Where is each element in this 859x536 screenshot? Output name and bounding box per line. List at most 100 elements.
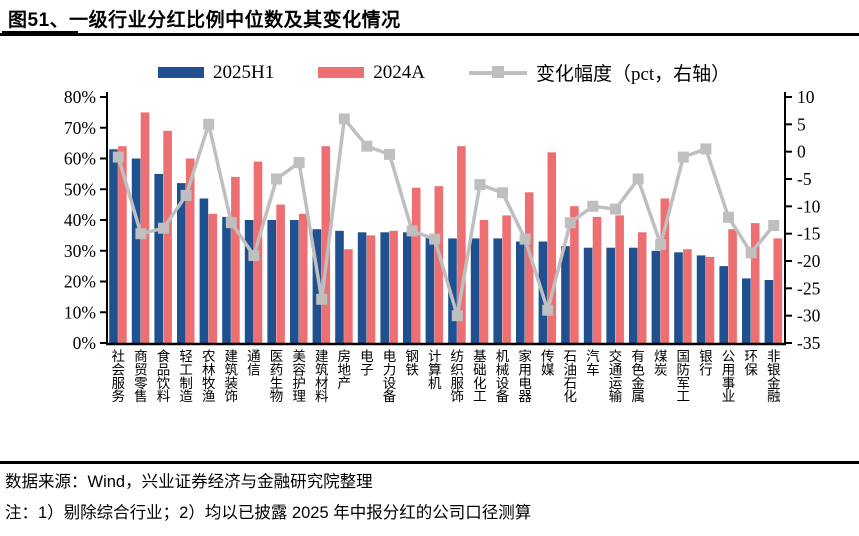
change-marker-icon — [158, 222, 169, 234]
bar-2025H1 — [425, 235, 435, 343]
category-label: 有色金属 — [631, 349, 645, 404]
bar-2025H1 — [674, 252, 683, 343]
bar-2024A — [344, 249, 353, 343]
legend-swatch-2024a-icon — [318, 67, 365, 78]
bar-2025H1 — [470, 238, 480, 343]
title-underline — [0, 33, 859, 36]
bar-2024A — [683, 249, 692, 343]
chart-legend: 2025H1 2024A 变化幅度（pct，右轴） — [158, 59, 730, 86]
category-label: 医药生物 — [270, 349, 284, 404]
bar-2024A — [750, 223, 760, 343]
figure-title: 图51、一级行业分红比例中位数及其变化情况 — [8, 10, 401, 31]
left-axis-tick-label: 70% — [64, 118, 96, 138]
bar-2024A — [660, 198, 670, 343]
change-marker-icon — [542, 304, 554, 316]
bar-2025H1 — [493, 238, 502, 343]
right-axis-tick-label: -35 — [797, 333, 821, 353]
category-label: 社会服务 — [112, 349, 126, 404]
change-marker-icon — [338, 113, 350, 125]
change-marker-icon — [632, 173, 644, 185]
bar-2024A — [276, 204, 285, 343]
bar-2025H1 — [629, 247, 638, 343]
bar-2025H1 — [403, 232, 412, 343]
bar-2025H1 — [154, 173, 163, 343]
category-label: 商贸零售 — [134, 349, 148, 404]
bar-2024A — [547, 152, 557, 343]
bar-2024A — [118, 146, 127, 343]
bar-2025H1 — [199, 198, 209, 343]
bar-2024A — [502, 215, 511, 343]
bar-2024A — [208, 213, 218, 343]
right-axis-tick-label: 0 — [797, 142, 806, 162]
bar-2024A — [615, 215, 624, 343]
footer-divider — [0, 461, 859, 464]
change-marker-icon — [723, 211, 734, 223]
bar-2024A — [231, 176, 240, 343]
change-marker-icon — [361, 140, 373, 152]
change-marker-icon — [677, 151, 689, 163]
legend-swatch-2025h1-icon — [158, 67, 204, 78]
category-label: 食品饮料 — [157, 348, 171, 404]
legend-item-2024a: 2024A — [318, 62, 425, 84]
category-label: 汽车 — [586, 349, 600, 377]
bar-2024A — [592, 216, 602, 343]
right-axis-tick-label: -10 — [797, 196, 821, 216]
bar-2025H1 — [742, 278, 751, 343]
left-axis-tick-label: 50% — [64, 179, 96, 199]
change-line — [116, 114, 776, 317]
bar-2024A — [637, 232, 647, 343]
bar-2025H1 — [764, 280, 774, 343]
bar-2025H1 — [606, 247, 615, 343]
right-axis-tick-label: 10 — [797, 87, 815, 107]
bar-2025H1 — [267, 220, 276, 343]
category-label: 纺织服饰 — [451, 349, 465, 404]
category-label: 电力设备 — [383, 349, 397, 404]
change-marker-icon — [655, 239, 667, 251]
category-label: 建筑装饰 — [225, 349, 239, 404]
change-marker-icon — [451, 310, 463, 322]
legend-square-marker-icon — [491, 66, 504, 78]
bar-2024A — [570, 206, 579, 343]
category-label: 计算机 — [428, 349, 442, 391]
bar-2025H1 — [561, 246, 570, 343]
bar-2024A — [434, 186, 444, 343]
left-axis-tick-label: 80% — [64, 87, 96, 107]
left-axis-tick-label: 0% — [73, 333, 96, 353]
change-marker-icon — [135, 228, 147, 240]
left-axis-tick-label: 10% — [64, 302, 96, 322]
bar-2025H1 — [719, 266, 728, 343]
change-marker-icon — [497, 187, 508, 199]
category-label: 家用电器 — [518, 348, 532, 404]
dividend-ratio-bar-line-chart: 80% 70% 60% 50% 40% 30% 20% 10% 0% 10 5 0 -5 -10 -15 -2… — [64, 87, 821, 404]
right-axis-tick-label: -25 — [797, 278, 821, 298]
category-label: 建筑材料 — [315, 349, 329, 404]
change-marker-icon — [203, 118, 215, 130]
bar-2025H1 — [583, 247, 593, 343]
right-axis-tick-label: -5 — [797, 169, 812, 189]
change-marker-icon — [587, 200, 599, 212]
left-axis-tick-label: 20% — [64, 272, 96, 292]
category-label: 钢铁 — [405, 349, 419, 377]
category-label: 银行 — [699, 349, 713, 377]
bar-2025H1 — [651, 250, 661, 344]
change-marker-icon — [700, 143, 712, 155]
change-marker-icon — [564, 217, 576, 229]
figure-note-text: 注：1）剔除综合行业；2）均以已披露 2025 年中报分红的公司口径测算 — [5, 504, 532, 522]
bar-2024A — [457, 146, 466, 343]
bar-2025H1 — [244, 220, 254, 343]
change-marker-icon — [271, 173, 282, 185]
category-label: 国防军工 — [677, 349, 691, 404]
legend-item-2025h1: 2025H1 — [158, 62, 274, 84]
category-label: 房地产 — [338, 349, 352, 391]
left-axis-tick-label: 60% — [64, 149, 96, 169]
legend-label-2024a: 2024A — [373, 61, 425, 83]
change-marker-icon — [384, 148, 395, 160]
bar-2025H1 — [448, 238, 457, 343]
bar-2024A — [140, 112, 150, 344]
bar-2025H1 — [177, 183, 186, 343]
change-marker-icon — [406, 225, 418, 237]
change-marker-icon — [293, 157, 305, 169]
bar-2025H1 — [131, 158, 141, 343]
category-label: 非银金融 — [767, 349, 781, 404]
